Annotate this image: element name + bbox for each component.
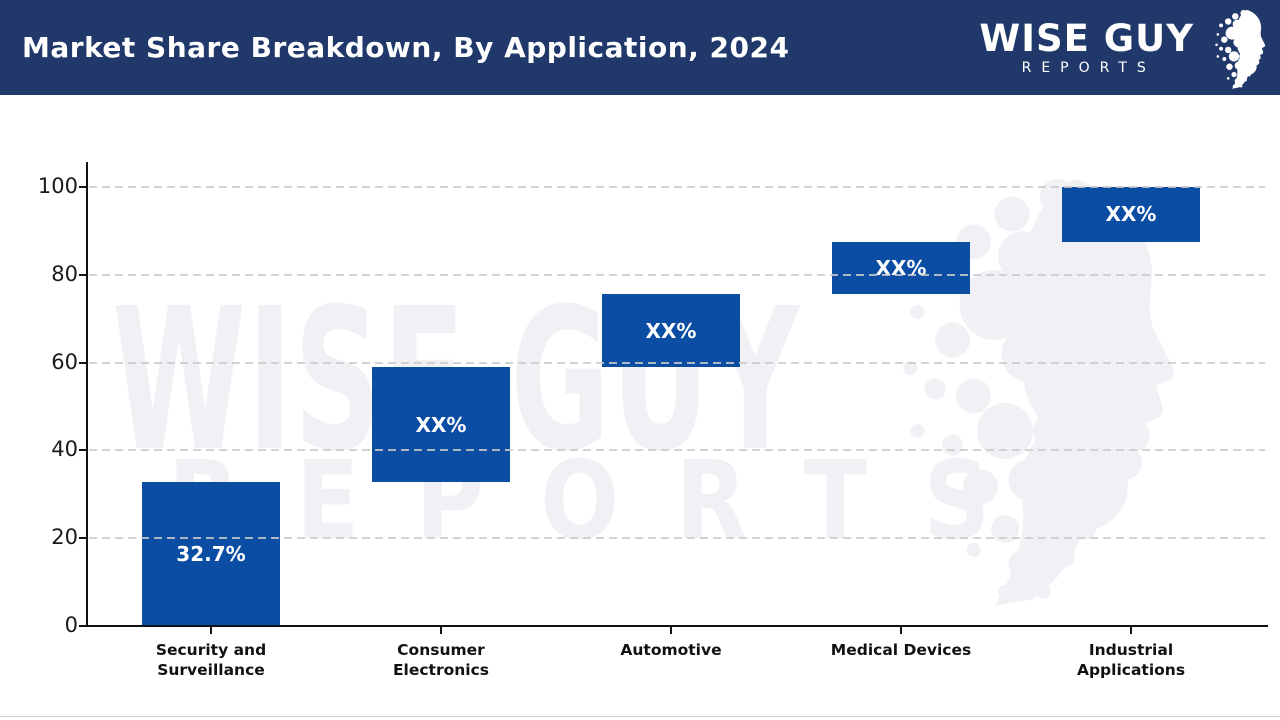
category-label-5: Industrial Applications [1076, 641, 1186, 680]
brand-logo-text: WISE GUY REPORTS [979, 20, 1194, 76]
bar-value-label-1: 32.7% [176, 542, 246, 567]
x-tick-5 [1130, 627, 1132, 634]
bar-value-label-5: XX% [1105, 202, 1157, 227]
x-tick-1 [210, 627, 212, 634]
gridline-20 [89, 537, 1265, 540]
y-tick-label-100: 100 [37, 174, 78, 198]
x-axis-line [86, 625, 1268, 627]
bar-3: XX% [602, 293, 740, 368]
gridline-40 [89, 449, 1265, 452]
gridline-100 [89, 186, 1265, 188]
y-tick-40 [79, 449, 87, 452]
category-label-2: Consumer Electronics [392, 641, 490, 680]
y-tick-label-0: 0 [64, 613, 78, 637]
brand-subname: REPORTS [1021, 60, 1156, 76]
bar-2: XX% [372, 367, 510, 483]
bar-5: XX% [1062, 187, 1200, 242]
page-title: Market Share Breakdown, By Application, … [22, 31, 790, 64]
gridline-80 [89, 273, 1265, 276]
bar-value-label-4: XX% [875, 255, 927, 280]
x-tick-4 [900, 627, 902, 634]
y-tick-label-60: 60 [51, 349, 78, 374]
x-tick-3 [670, 627, 672, 634]
y-tick-60 [79, 361, 87, 364]
brand-name: WISE GUY [979, 17, 1194, 60]
y-tick-20 [79, 537, 87, 540]
bar-value-label-2: XX% [415, 412, 467, 437]
y-tick-label-80: 80 [51, 261, 78, 286]
y-tick-label-40: 40 [51, 437, 78, 462]
y-axis-line [86, 162, 88, 627]
header-bar: Market Share Breakdown, By Application, … [0, 0, 1280, 95]
dotted-face-icon [1215, 9, 1266, 89]
category-label-4: Medical Devices [830, 641, 972, 659]
y-tick-0 [79, 625, 87, 627]
bottom-border-line [0, 716, 1280, 717]
category-label-1: Security and Surveillance [155, 641, 267, 680]
gridline-60 [89, 361, 1265, 364]
bar-4: XX% [832, 241, 970, 294]
y-tick-100 [79, 186, 87, 188]
x-tick-2 [440, 627, 442, 634]
y-tick-label-20: 20 [51, 525, 78, 550]
brand-logo: WISE GUY REPORTS [979, 6, 1270, 90]
bar-1: 32.7% [142, 482, 280, 626]
bar-value-label-3: XX% [645, 318, 697, 343]
y-tick-80 [79, 273, 87, 276]
category-label-3: Automotive [620, 641, 722, 659]
